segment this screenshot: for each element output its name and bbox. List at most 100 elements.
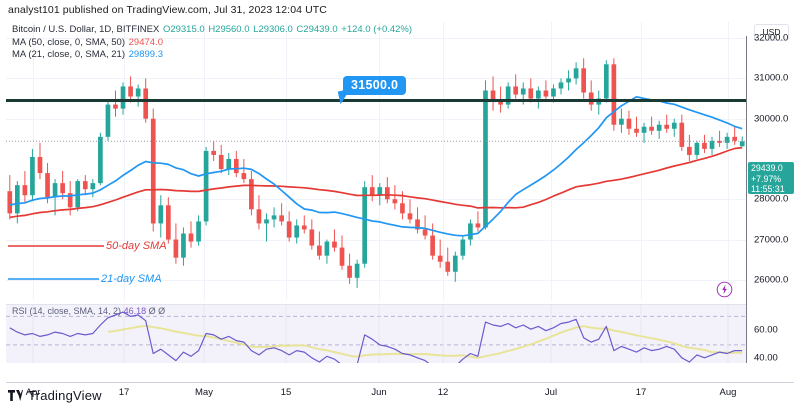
candle-body [105,104,111,137]
candle-body [309,229,315,246]
time-gridline [641,22,642,300]
lightning-bolt-icon[interactable] [716,281,733,298]
candle-body [226,158,232,170]
candle-body [551,88,556,97]
price-axis[interactable]: USD 32000.0 31000.0 30000.0 28000.0 27000.0 2… [746,22,794,364]
candle-body [203,150,209,222]
candle-body [60,183,65,194]
candle-body [520,88,526,95]
candle-body [596,98,602,105]
candle-body [671,122,677,129]
time-gridline [728,22,729,300]
time-tick-label: 15 [280,387,292,398]
candle-body [558,82,564,89]
candle-body [452,255,458,272]
candle-body [113,104,118,109]
candle-body [241,173,247,180]
candle-body [581,68,586,93]
time-gridline [286,22,287,300]
candle-body [717,140,722,143]
price-plot-area[interactable]: 31500.0 50-day SMA 21-day SMA RSI (14, c… [6,22,746,363]
legend-ma50-row[interactable]: MA (50, close, 0, SMA, 50) 29474.0 [12,37,413,50]
candle-body [739,141,745,147]
price-tick-label: 27000.0 [754,234,789,246]
time-gridline [551,22,552,300]
resistance-callout-label: 31500.0 [343,76,407,95]
sma21-annotation-label: 21-day SMA [101,273,162,285]
candle-body [98,136,103,184]
candle-body [52,183,58,198]
time-gridline [379,22,380,300]
candle-body [82,181,88,190]
candle-body [120,86,126,109]
candle-body [626,118,632,129]
time-tick-label: Aug [719,387,737,398]
rsi-tick-label: 60.00 [754,324,778,336]
price-tick-label: 26000.0 [754,274,789,286]
current-price-badge: 29439.0 +7.97% 11:55:31 [748,162,794,194]
current-price-countdown: 11:55:31 [751,184,785,195]
rsi-pane[interactable]: RSI (14, close, SMA, 14, 2) 46.18 Ø Ø [6,304,746,363]
candle-body [143,88,149,119]
candle-body [566,78,571,83]
legend-symbol-row[interactable]: Bitcoin / U.S. Dollar, 1D, BITFINEX O293… [12,24,413,37]
tradingview-brand-text: TradingView [28,388,102,403]
time-tick-label: 17 [118,387,130,398]
candle-body [188,233,194,242]
time-tick-label: Jun [371,387,387,398]
candle-body [158,205,164,224]
price-tick-label: 32000.0 [754,32,789,44]
candle-body [30,156,35,196]
time-tick-label: Jul [544,387,558,398]
candle-body [264,219,269,224]
price-gridline [6,199,746,200]
candle-body [332,241,337,248]
candle-body [286,221,292,238]
price-tick-label: 31000.0 [754,72,789,84]
candle-body [724,136,730,143]
candle-body [460,239,466,256]
candle-body [211,150,216,155]
chart-legend: Bitcoin / U.S. Dollar, 1D, BITFINEX O293… [12,24,413,62]
candle-body [445,261,451,272]
legend-ma21-row[interactable]: MA (21, close, 0, SMA, 21) 29899.3 [12,49,413,62]
currency-unit-button[interactable]: USD [754,24,789,41]
sma50-annotation-label: 50-day SMA [106,240,167,252]
candle-body [166,205,171,240]
tradingview-logo-icon [8,390,23,401]
time-axis[interactable]: Apr 17 May 15 Jun 12 Jul 17 Aug [6,382,794,403]
candle-body [90,183,96,190]
candle-body [679,122,685,147]
candle-body [656,124,662,131]
candle-body [641,126,647,133]
candle-body [400,203,405,214]
candle-body [687,146,692,155]
legend-low: L29306.0 [253,24,293,35]
price-gridline [6,280,746,281]
candle-body [354,263,360,278]
candle-body [301,225,307,230]
candle-body [634,128,639,133]
candle-body [392,199,398,204]
publisher-line: analyst101 published on TradingView.com,… [8,4,327,16]
candle-body [430,235,435,256]
candle-body [324,241,330,256]
candle-body [664,124,670,129]
candle-body [369,187,375,196]
legend-ma50-label: MA (50, close, 0, SMA, 50) [12,36,125,48]
legend-high: H29560.0 [208,24,250,35]
candle-body [14,185,20,214]
candle-body [339,247,345,266]
candle-body [407,213,413,220]
time-gridline [443,22,444,300]
current-price-value: 29439.0 [751,163,783,173]
rsi-tick-label: 40.00 [754,352,778,364]
legend-symbol[interactable]: Bitcoin / U.S. Dollar, 1D, BITFINEX [12,24,160,35]
candle-body [377,187,383,196]
candle-body [603,64,609,99]
candle-body [67,193,73,208]
rsi-sma-line [107,324,743,359]
candle-body [498,100,503,105]
price-axis-line [746,36,747,363]
candle-body [279,215,284,222]
